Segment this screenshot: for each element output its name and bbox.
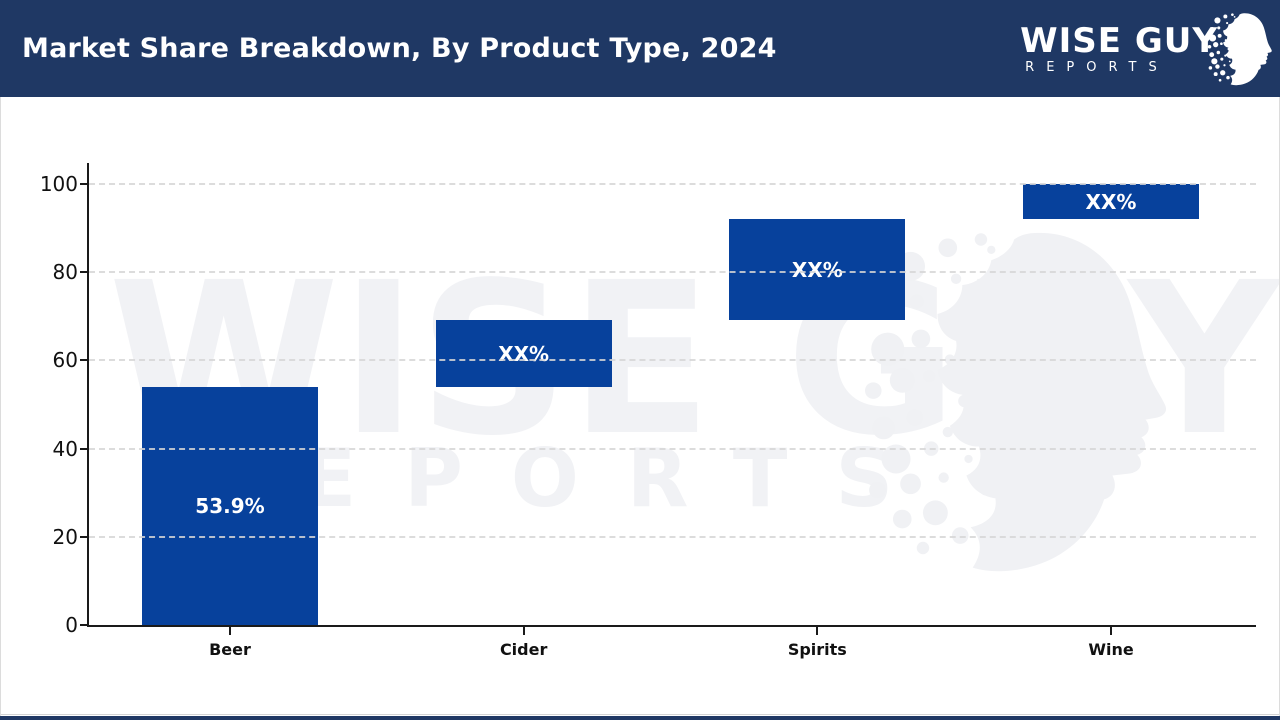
y-tick-mark: [80, 535, 88, 538]
wiseguy-logo: WISE GUY REPORTS: [1020, 6, 1272, 92]
y-tick-mark: [80, 183, 88, 185]
waterfall-chart: WISE GUY REPORTS 0 20 40 60 80 100 53.9% Beer XX…: [0, 97, 1280, 715]
bar-segment: XX%: [729, 219, 906, 321]
x-category-label: Cider: [499, 640, 548, 659]
y-tick-label: 80: [52, 260, 78, 285]
wiseguy-logo-text: WISE GUY REPORTS: [1020, 24, 1218, 74]
gridline: [89, 447, 1256, 450]
y-tick-mark: [80, 359, 88, 362]
y-axis-spine: [87, 163, 89, 627]
header-band: Market Share Breakdown, By Product Type,…: [0, 0, 1280, 97]
x-tick-mark: [1110, 627, 1112, 635]
x-category-label: Beer: [209, 640, 251, 659]
logo-wordmark: WISE GUY: [1020, 21, 1218, 61]
x-category-label: Wine: [1088, 640, 1134, 659]
y-tick-label: 40: [52, 436, 78, 461]
bar-value-label: XX%: [791, 257, 843, 282]
y-tick-mark: [80, 271, 88, 274]
y-tick-label: 0: [65, 613, 78, 637]
bar-segment: XX%: [435, 320, 612, 388]
x-tick-mark: [229, 627, 231, 635]
bar-value-label: XX%: [1085, 189, 1137, 214]
y-tick-label: 100: [39, 172, 78, 196]
x-tick-mark: [816, 627, 819, 635]
y-tick-mark: [80, 624, 88, 626]
x-category-label: Spirits: [787, 640, 847, 659]
x-axis-spine: [87, 625, 1256, 627]
bar-value-label: 53.9%: [195, 494, 265, 519]
left-edge-line: [0, 97, 1, 717]
x-tick-mark: [522, 627, 525, 635]
footer-accent-bar: [0, 716, 1280, 720]
y-tick-label: 20: [52, 524, 78, 549]
page-title: Market Share Breakdown, By Product Type,…: [22, 33, 777, 64]
logo-subtitle: REPORTS: [1025, 60, 1169, 75]
bar-value-label: XX%: [498, 341, 550, 366]
bar-segment: XX%: [1023, 184, 1199, 220]
bottom-hairline: [0, 714, 1280, 715]
bar-segment: 53.9%: [142, 387, 318, 625]
gridline: [89, 271, 1256, 274]
gridline: [89, 359, 1256, 362]
gridline: [89, 183, 1256, 185]
y-tick-label: 60: [52, 348, 78, 373]
wiseguy-head-icon: [1206, 9, 1272, 89]
gridline: [89, 535, 1256, 538]
y-tick-mark: [80, 447, 88, 450]
